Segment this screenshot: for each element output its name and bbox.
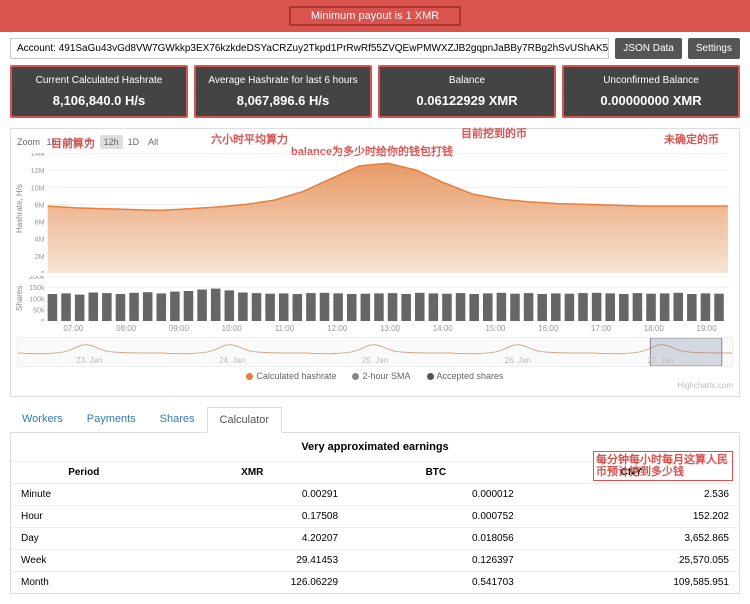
tab-payments[interactable]: Payments bbox=[75, 407, 148, 432]
zoom-12h[interactable]: 12h bbox=[100, 135, 123, 149]
ylabel-hashrate: Hashrate, H/s bbox=[15, 184, 24, 233]
hashrate-chart: 0 2M 4M 6M 8M 10M 12M 14M bbox=[17, 153, 733, 273]
ylabel-shares: Shares bbox=[15, 286, 24, 311]
earnings-title: Very approximated earnings bbox=[11, 433, 739, 461]
stat-value: 0.06122929 XMR bbox=[384, 93, 550, 108]
settings-button[interactable]: Settings bbox=[688, 38, 740, 59]
zoom-1D[interactable]: 1D bbox=[124, 135, 144, 149]
zoom-All[interactable]: All bbox=[144, 135, 162, 149]
tab-workers[interactable]: Workers bbox=[10, 407, 75, 432]
svg-text:0: 0 bbox=[41, 270, 45, 273]
tab-shares[interactable]: Shares bbox=[148, 407, 207, 432]
earnings-panel: 每分钟每小时每月这算人民币预计挖到多少钱 Very approximated e… bbox=[10, 433, 740, 594]
zoom-6h[interactable]: 6h bbox=[81, 135, 99, 149]
x-axis-ticks: 07:0008:0009:0010:0011:0012:0013:0014:00… bbox=[47, 324, 733, 333]
account-address-box: Account: 491SaGu43vGd8VW7GWkkp3EX76kzkde… bbox=[10, 38, 609, 59]
stat-title: Current Calculated Hashrate bbox=[16, 75, 182, 87]
table-row: Month126.062290.541703109,585.951 bbox=[11, 572, 739, 594]
chart-legend: Calculated hashrate 2-hour SMA Accepted sh… bbox=[17, 371, 733, 381]
table-row: Day4.202070.0180563,652.865 bbox=[11, 528, 739, 550]
svg-text:50k: 50k bbox=[33, 307, 45, 315]
payout-banner: Minimum payout is 1 XMR bbox=[0, 0, 750, 32]
tabs: WorkersPaymentsSharesCalculator bbox=[10, 407, 740, 433]
col-period: Period bbox=[11, 462, 157, 484]
stat-box: Average Hashrate for last 6 hours 8,067,8… bbox=[194, 65, 372, 118]
stat-title: Average Hashrate for last 6 hours bbox=[200, 75, 366, 87]
legend-item[interactable]: Accepted shares bbox=[427, 371, 504, 381]
stat-value: 8,067,896.6 H/s bbox=[200, 93, 366, 108]
stat-title: Balance bbox=[384, 75, 550, 87]
zoom-3h[interactable]: 3h bbox=[62, 135, 80, 149]
stat-box: Current Calculated Hashrate 8,106,840.0 H… bbox=[10, 65, 188, 118]
svg-text:10M: 10M bbox=[31, 184, 45, 192]
svg-text:150k: 150k bbox=[29, 284, 45, 292]
json-data-button[interactable]: JSON Data bbox=[615, 38, 682, 59]
svg-text:2M: 2M bbox=[35, 253, 45, 261]
svg-text:12M: 12M bbox=[31, 167, 45, 175]
svg-text:8M: 8M bbox=[35, 201, 45, 209]
svg-text:4M: 4M bbox=[35, 236, 45, 244]
stat-title: Unconfirmed Balance bbox=[568, 75, 734, 87]
col-xmr: XMR bbox=[157, 462, 349, 484]
stat-value: 8,106,840.0 H/s bbox=[16, 93, 182, 108]
account-label: Account: bbox=[17, 43, 56, 54]
chart-credit: Highcharts.com bbox=[17, 381, 733, 390]
col-cny: CNY bbox=[524, 462, 739, 484]
account-address: 491SaGu43vGd8VW7GWkkp3EX76kzkdeDSYaCRZuy… bbox=[59, 43, 610, 54]
banner-text: Minimum payout is 1 XMR bbox=[289, 6, 461, 26]
chart-area: 目前算力 六小时平均算力 balance为多少时给你的钱包打钱 目前挖到的币 未… bbox=[10, 128, 740, 397]
zoom-1h[interactable]: 1h bbox=[43, 135, 61, 149]
svg-text:200k: 200k bbox=[29, 276, 45, 281]
table-row: Week29.414530.12639725,570.055 bbox=[11, 550, 739, 572]
stats-row: Current Calculated Hashrate 8,106,840.0 H… bbox=[0, 65, 750, 124]
zoom-label: Zoom bbox=[17, 137, 40, 147]
earnings-table: PeriodXMRBTCCNY Minute0.002910.0000122.5… bbox=[11, 461, 739, 593]
legend-item[interactable]: Calculated hashrate bbox=[246, 371, 336, 381]
navigator-chart[interactable]: 23. Jan24. Jan25. Jan26. Jan27. Jan bbox=[17, 337, 733, 367]
tab-calculator[interactable]: Calculator bbox=[207, 407, 283, 433]
table-row: Hour0.175080.000752152.202 bbox=[11, 506, 739, 528]
stat-box: Balance 0.06122929 XMR bbox=[378, 65, 556, 118]
table-row: Minute0.002910.0000122.536 bbox=[11, 484, 739, 506]
stat-value: 0.00000000 XMR bbox=[568, 93, 734, 108]
shares-chart: 0 50k 100k 150k 200k bbox=[17, 276, 733, 321]
zoom-controls: Zoom 1h3h6h12h1DAll bbox=[17, 135, 733, 149]
stat-box: Unconfirmed Balance 0.00000000 XMR bbox=[562, 65, 740, 118]
col-btc: BTC bbox=[348, 462, 524, 484]
svg-text:14M: 14M bbox=[31, 153, 45, 158]
svg-text:100k: 100k bbox=[29, 296, 45, 304]
svg-text:0: 0 bbox=[41, 318, 45, 321]
svg-text:6M: 6M bbox=[35, 219, 45, 227]
account-row: Account: 491SaGu43vGd8VW7GWkkp3EX76kzkde… bbox=[0, 32, 750, 65]
legend-item[interactable]: 2-hour SMA bbox=[352, 371, 410, 381]
